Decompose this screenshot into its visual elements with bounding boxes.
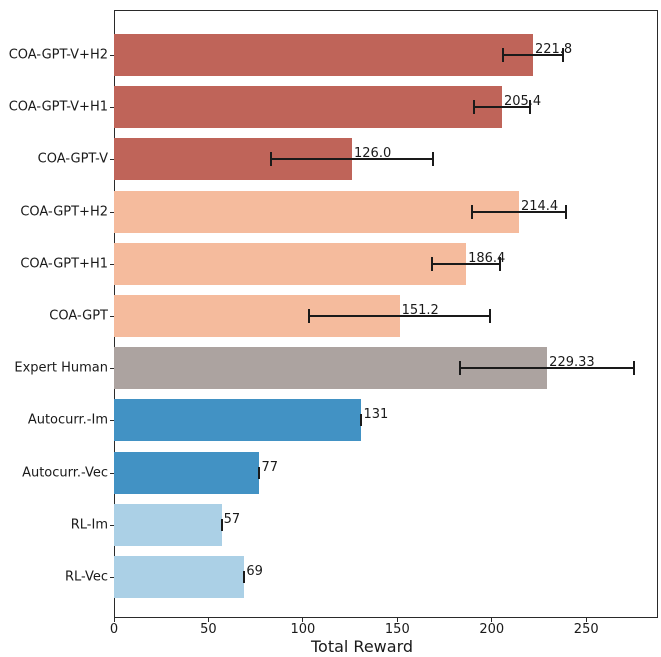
errorbar-cap — [470, 204, 473, 219]
bar — [114, 86, 502, 129]
bar-value-label: 131 — [363, 407, 389, 423]
bar — [114, 503, 222, 546]
y-tick-mark — [110, 263, 114, 265]
y-axis-label: Autocurr.-Im — [27, 412, 108, 428]
errorbar-cap — [432, 152, 435, 167]
bar — [114, 34, 533, 76]
errorbar-cap — [489, 309, 492, 323]
y-tick-mark — [110, 420, 114, 422]
y-axis-label: Autocurr.-Vec — [22, 465, 108, 481]
bar-value-label: 229.33 — [549, 355, 595, 371]
y-tick-mark — [110, 211, 114, 213]
bar-value-label: 214.4 — [520, 198, 559, 214]
bar-value-label: 186.4 — [468, 250, 506, 266]
errorbar-cap — [243, 571, 246, 583]
errorbar-line — [432, 262, 501, 265]
errorbar-cap — [459, 361, 462, 376]
x-tick-mark — [396, 618, 398, 622]
errorbar-cap — [633, 361, 636, 376]
errorbar-cap — [220, 518, 223, 531]
y-axis-label: COA-GPT-V+H1 — [8, 99, 108, 115]
bar — [114, 556, 245, 598]
errorbar-cap — [360, 414, 363, 427]
errorbar-cap — [501, 48, 504, 62]
x-tick-label: 0 — [109, 622, 119, 637]
errorbar-line — [460, 367, 635, 370]
y-axis-label: RL-Vec — [64, 569, 108, 585]
y-axis-label: COA-GPT-V — [37, 151, 108, 167]
y-tick-mark — [110, 159, 114, 161]
errorbar-cap — [258, 466, 261, 479]
x-tick-mark — [113, 618, 115, 622]
bar-value-label: 221.8 — [534, 42, 573, 57]
x-tick-mark — [585, 618, 587, 622]
bar-value-label: 77 — [261, 459, 278, 475]
errorbar-cap — [431, 256, 434, 271]
y-tick-mark — [110, 55, 114, 56]
x-tick-label: 50 — [200, 622, 217, 637]
y-tick-mark — [110, 524, 114, 526]
y-axis-label: Expert Human — [14, 360, 108, 376]
y-axis-label: COA-GPT+H2 — [20, 204, 108, 220]
x-tick-label: 200 — [479, 622, 505, 637]
bar-value-label: 151.2 — [401, 303, 439, 318]
x-tick-label: 150 — [384, 622, 410, 637]
y-axis-label: RL-Im — [70, 517, 108, 533]
x-tick-label: 250 — [573, 622, 599, 637]
bar-value-label: 126.0 — [354, 146, 392, 162]
errorbar-cap — [499, 256, 502, 271]
bar-value-label: 69 — [246, 564, 263, 579]
x-axis-title: Total Reward — [310, 637, 414, 656]
errorbar-line — [308, 315, 491, 317]
x-tick-label: 100 — [290, 622, 316, 637]
bar — [114, 451, 260, 494]
errorbar-cap — [307, 309, 310, 323]
y-tick-mark — [110, 316, 114, 317]
bar-value-label: 205.4 — [503, 94, 542, 110]
errorbar-cap — [529, 100, 532, 115]
errorbar-cap — [562, 48, 565, 62]
y-axis-label: COA-GPT — [49, 308, 108, 324]
bar — [114, 399, 362, 442]
x-tick-mark — [491, 618, 493, 622]
errorbar-line — [471, 210, 567, 213]
x-tick-mark — [207, 618, 209, 622]
errorbar-line — [502, 54, 564, 56]
errorbar-cap — [472, 100, 475, 115]
bar — [114, 242, 467, 285]
y-axis-label: COA-GPT+H1 — [20, 256, 108, 272]
y-tick-mark — [110, 107, 114, 109]
errorbar-line — [473, 106, 531, 109]
errorbar-cap — [269, 152, 272, 167]
y-tick-mark — [110, 472, 114, 474]
bar — [114, 190, 519, 233]
y-tick-mark — [110, 577, 114, 578]
bar-value-label: 57 — [223, 511, 241, 527]
y-axis-label: COA-GPT-V+H2 — [8, 47, 108, 63]
errorbar-line — [270, 158, 434, 161]
errorbar-cap — [565, 204, 568, 219]
x-tick-mark — [302, 618, 304, 622]
y-tick-mark — [110, 368, 114, 370]
